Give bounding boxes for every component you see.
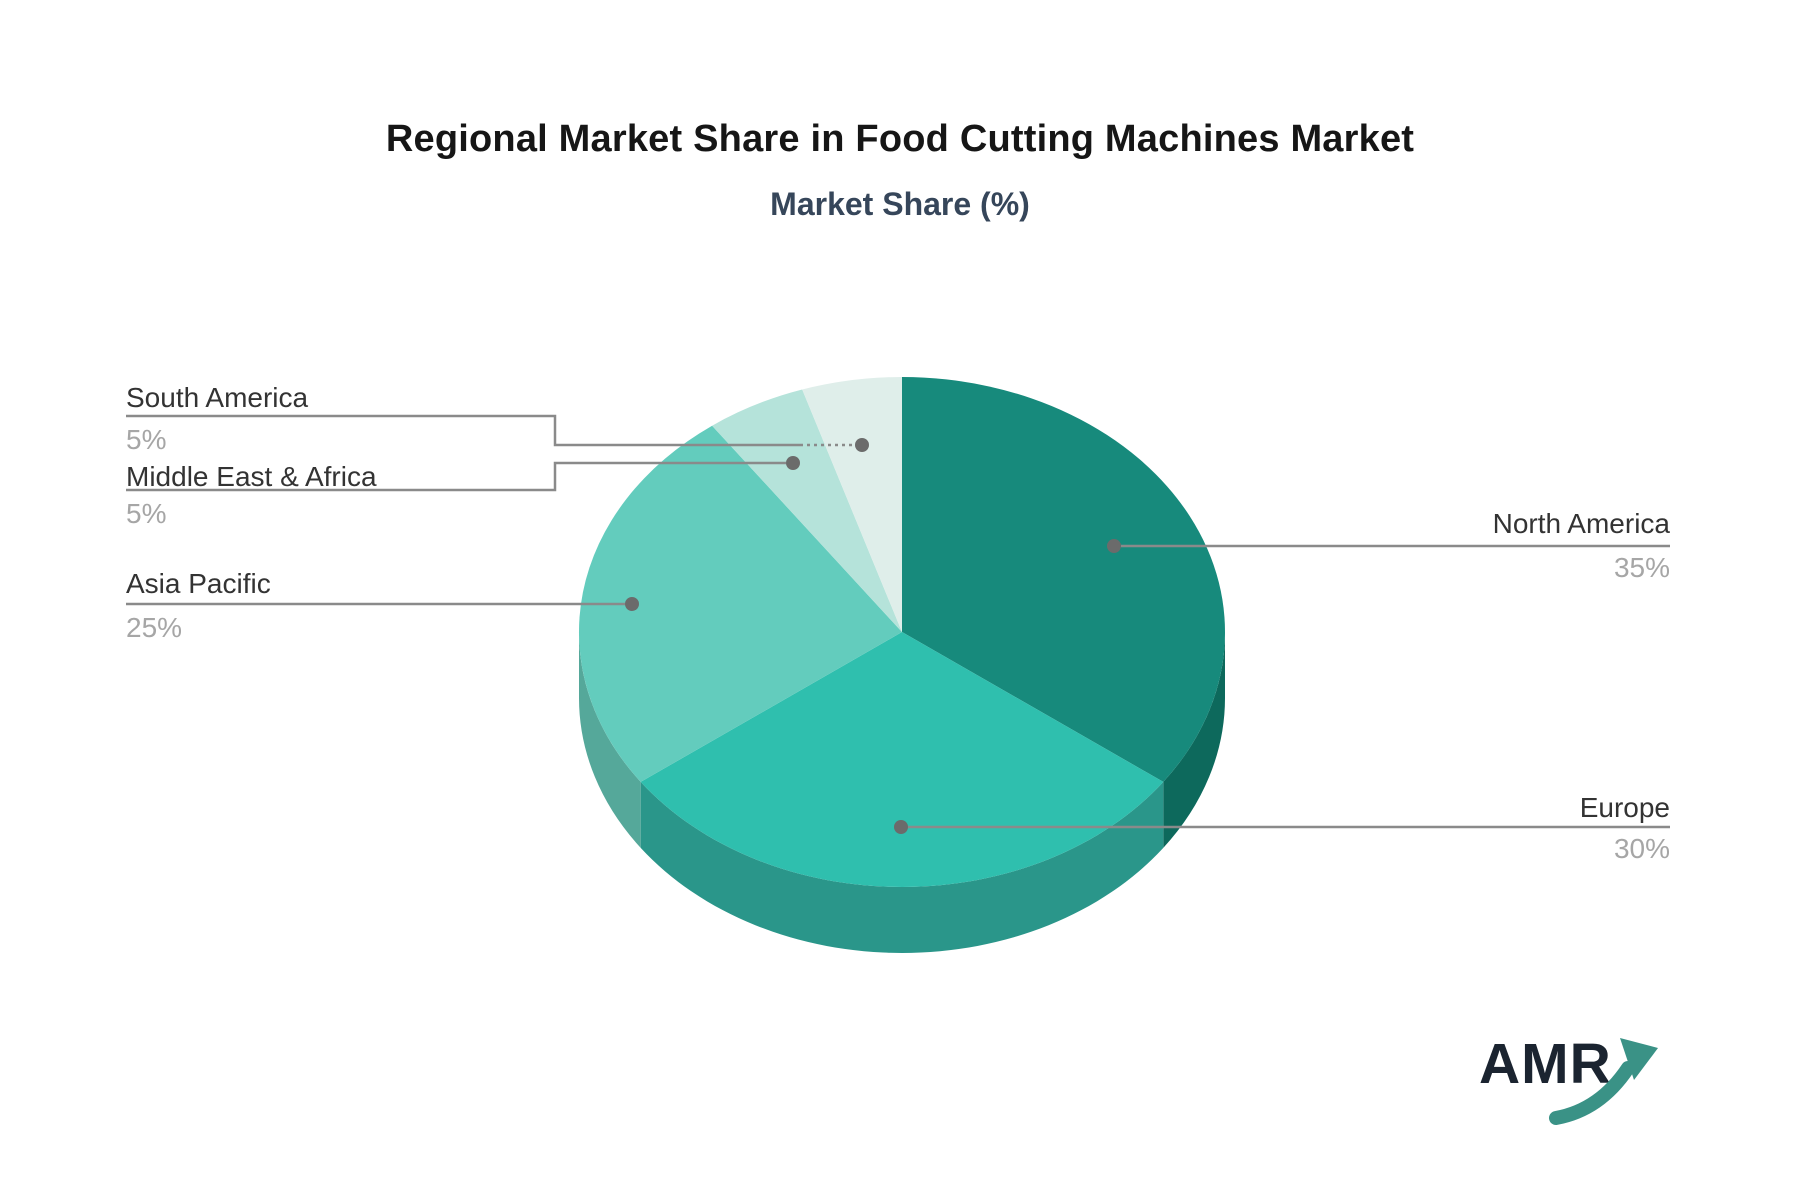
connector-dot-north-america bbox=[1107, 539, 1121, 553]
slice-pct-south-america: 5% bbox=[126, 424, 166, 455]
pie-slice-side-north-america bbox=[1163, 632, 1225, 848]
slice-label-europe: Europe bbox=[1580, 792, 1670, 823]
logo-arrow-icon bbox=[1549, 1038, 1658, 1125]
slice-label-middle-east-africa: Middle East & Africa bbox=[126, 461, 377, 492]
slice-pct-middle-east-africa: 5% bbox=[126, 498, 166, 529]
chart-title: Regional Market Share in Food Cutting Ma… bbox=[385, 118, 1415, 160]
pie-slice-side-asia-pacific bbox=[579, 632, 641, 848]
slice-label-north-america: North America bbox=[1493, 508, 1671, 539]
slice-pct-asia-pacific: 25% bbox=[126, 612, 182, 643]
connector-middle-east-africa bbox=[126, 461, 786, 492]
connector-dot-south-america bbox=[855, 438, 869, 452]
pie-slice-middle-east-africa[interactable] bbox=[712, 389, 902, 633]
pie-slice-north-america[interactable] bbox=[902, 377, 1226, 782]
chart-subtitle: Market Share (%) bbox=[770, 186, 1030, 222]
amr-logo: AMR bbox=[1479, 1036, 1679, 1146]
pie-slice-south-america[interactable] bbox=[802, 377, 902, 632]
slice-label-south-america: South America bbox=[126, 382, 309, 413]
slice-label-asia-pacific: Asia Pacific bbox=[126, 568, 271, 599]
slice-pct-europe: 30% bbox=[1614, 833, 1670, 864]
pie-slice-side-europe bbox=[640, 781, 1164, 954]
pie-slice-europe[interactable] bbox=[640, 632, 1164, 888]
connector-south-america bbox=[126, 414, 800, 447]
logo-text: AMR bbox=[1479, 1032, 1612, 1096]
pie-slice-asia-pacific[interactable] bbox=[578, 425, 902, 782]
connector-dot-asia-pacific bbox=[625, 597, 639, 611]
slice-pct-north-america: 35% bbox=[1614, 552, 1670, 583]
connector-dot-europe bbox=[894, 820, 908, 834]
connector-dot-middle-east-africa bbox=[786, 456, 800, 470]
